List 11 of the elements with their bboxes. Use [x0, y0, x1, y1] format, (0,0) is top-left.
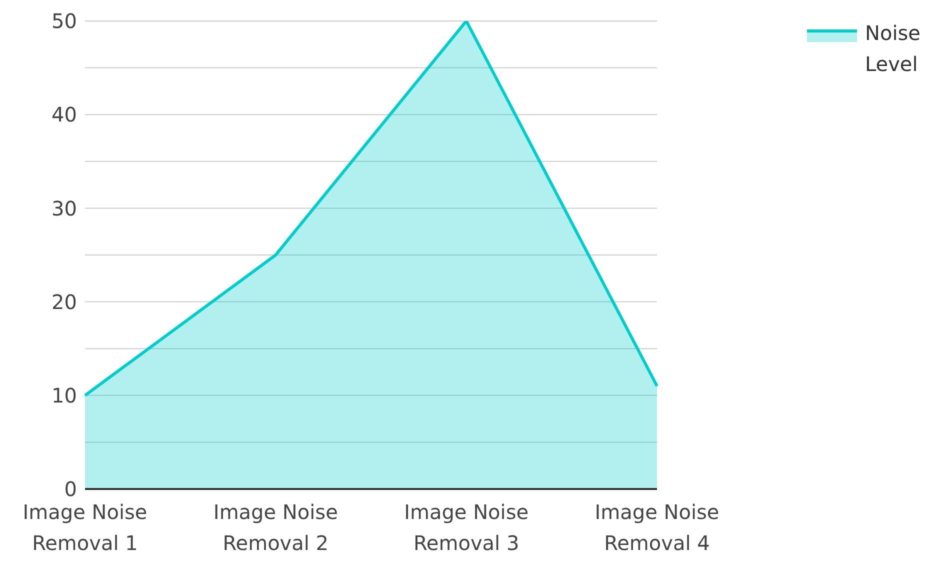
y-tick-label: 0 — [64, 477, 77, 502]
legend-label: Noise Level — [865, 20, 922, 78]
x-tick-label: Image Noise Removal 3 — [404, 500, 529, 555]
y-tick-label: 40 — [52, 102, 77, 127]
y-tick-label: 30 — [52, 196, 77, 220]
x-tick-label: Image Noise Removal 4 — [594, 500, 720, 555]
y-tick-label: 50 — [52, 9, 77, 34]
x-tick-label: Image Noise Removal 1 — [22, 500, 148, 555]
x-tick-label: Image Noise Removal 2 — [213, 500, 338, 555]
y-tick-label: 20 — [52, 290, 77, 314]
y-tick-label: 10 — [52, 384, 77, 408]
